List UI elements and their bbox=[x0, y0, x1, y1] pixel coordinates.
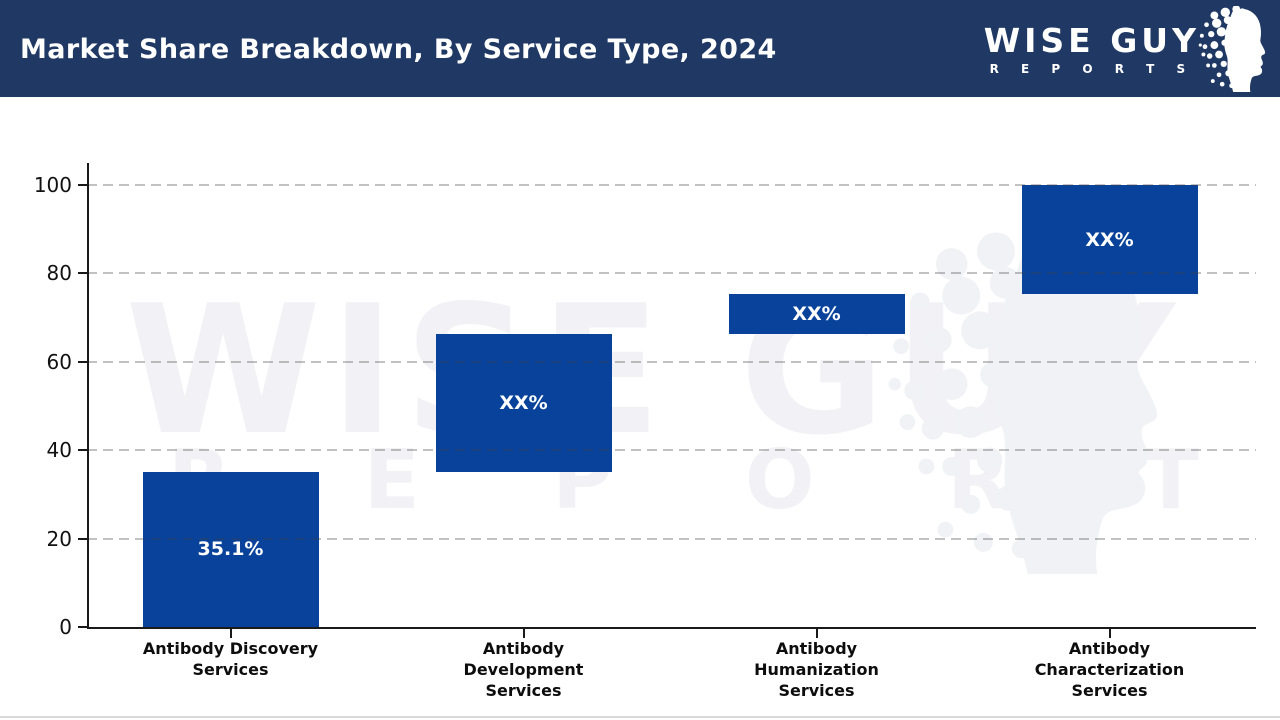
category-label-line: Services bbox=[1071, 681, 1148, 700]
x-axis-tick bbox=[1108, 629, 1111, 638]
y-axis-tick bbox=[78, 272, 87, 275]
gridline bbox=[87, 184, 1256, 187]
bar-value-label: XX% bbox=[499, 391, 548, 414]
chart-title: Market Share Breakdown, By Service Type,… bbox=[20, 34, 777, 65]
x-axis-tick bbox=[522, 629, 525, 638]
x-axis-category-label: Antibody Discovery Services bbox=[81, 638, 381, 680]
category-label-line: Humanization bbox=[754, 660, 879, 679]
bar-value-label: XX% bbox=[792, 302, 841, 325]
category-label-line: Antibody Discovery bbox=[142, 639, 319, 658]
y-axis-tick bbox=[78, 360, 87, 363]
category-label-line: Services bbox=[778, 681, 855, 700]
y-axis-line bbox=[87, 163, 89, 629]
y-axis-tick bbox=[78, 537, 87, 540]
bar-value-label: XX% bbox=[1085, 228, 1134, 251]
y-axis-tick bbox=[78, 184, 87, 187]
category-label-line: Antibody bbox=[482, 639, 565, 658]
logo-subtext: R E P O R T S bbox=[989, 61, 1195, 76]
category-label-line: Development bbox=[463, 660, 584, 679]
header-banner: Market Share Breakdown, By Service Type,… bbox=[0, 0, 1280, 97]
x-axis-category-label: Antibody Humanization Services bbox=[667, 638, 967, 701]
category-label-line: Antibody bbox=[775, 639, 858, 658]
gridline bbox=[87, 537, 1256, 540]
bar-segment bbox=[142, 471, 319, 627]
y-axis-tick-label: 80 bbox=[46, 261, 72, 286]
page-bottom-border bbox=[0, 716, 1280, 718]
category-label-line: Services bbox=[192, 660, 269, 679]
bar-segment bbox=[435, 333, 612, 472]
x-axis-category-label: Antibody Development Services bbox=[374, 638, 674, 701]
bar-value-label: 35.1% bbox=[197, 538, 264, 561]
y-axis-tick-label: 20 bbox=[46, 526, 72, 551]
category-label-line: Characterization bbox=[1034, 660, 1185, 679]
y-axis-tick-label: 100 bbox=[33, 173, 72, 198]
x-axis-category-label: Antibody Characterization Services bbox=[960, 638, 1260, 701]
bar-segment bbox=[1021, 185, 1198, 295]
logo-wordmark: WISE GUY bbox=[983, 20, 1200, 60]
y-axis-tick bbox=[78, 449, 87, 452]
y-axis-tick-label: 40 bbox=[46, 438, 72, 463]
x-axis-line bbox=[87, 627, 1256, 629]
wiseguy-logo: WISE GUY R E P O R T S bbox=[984, 4, 1274, 94]
category-label-line: Antibody bbox=[1068, 639, 1151, 658]
y-axis-tick bbox=[78, 626, 87, 628]
logo-face-icon bbox=[1186, 6, 1274, 92]
gridline bbox=[87, 449, 1256, 452]
y-axis-tick-label: 60 bbox=[46, 349, 72, 374]
x-axis-tick bbox=[815, 629, 818, 638]
x-axis-tick bbox=[229, 629, 232, 638]
gridline bbox=[87, 272, 1256, 275]
gridline bbox=[87, 360, 1256, 363]
logo-text: WISE GUY R E P O R T S bbox=[983, 20, 1200, 76]
bar-segment bbox=[728, 294, 905, 334]
category-label-line: Services bbox=[485, 681, 562, 700]
y-axis-tick-label: 0 bbox=[59, 615, 72, 639]
